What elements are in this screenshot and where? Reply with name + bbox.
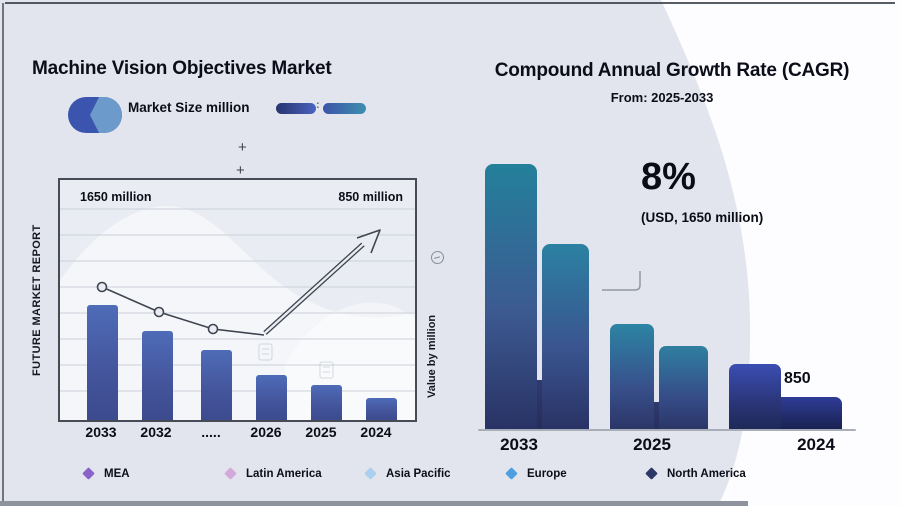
left-chart-plot-area: 1650 million 850 million [58, 178, 417, 422]
bottom-border-strip [0, 501, 748, 506]
ratio-pill-right-icon [323, 103, 366, 114]
diamond-icon [645, 467, 658, 480]
plus-icon: + [238, 139, 247, 156]
bar-group-bridge [537, 380, 542, 430]
legend-item-mea: MEA [82, 466, 130, 481]
trend-line-and-arrow [96, 229, 381, 336]
bar-value-850: 850 [784, 370, 811, 387]
x-label-2032: 2032 [140, 424, 172, 440]
right-chart-axis-line [478, 429, 856, 431]
market-size-legend-label: Market Size million [128, 100, 250, 115]
cagr-bar-2025-secondary [659, 346, 708, 430]
x-label-2024: 2024 [797, 435, 835, 454]
cagr-caption: (USD, 1650 million) [641, 210, 764, 225]
x-label-2033: 2033 [500, 435, 538, 454]
cagr-bar-2033-primary [485, 164, 537, 430]
diamond-icon [505, 467, 518, 480]
cagr-percentage: 8% [641, 156, 696, 198]
diamond-icon [364, 467, 377, 480]
ratio-pill-left-icon [276, 103, 316, 114]
bar-ellipsis [201, 350, 232, 420]
legend-item-latin-america: Latin America [224, 466, 322, 481]
bar-2024 [366, 398, 397, 420]
legend-label: Europe [527, 467, 567, 480]
bar-2032 [142, 331, 173, 420]
x-label-2025: 2025 [633, 435, 671, 454]
cagr-bar-2025-primary [610, 324, 654, 430]
right-chart-subtitle: From: 2025-2033 [610, 90, 714, 105]
cagr-bar-2024-primary [729, 364, 781, 430]
top-border-line [5, 2, 895, 4]
bar-group-bridge [654, 402, 659, 430]
diamond-icon [82, 467, 95, 480]
legend-item-north-america: North America [645, 466, 746, 481]
x-label-ellipsis: ..... [201, 424, 221, 440]
diamond-icon [224, 467, 237, 480]
bar-2025 [311, 385, 342, 420]
x-label-2025: 2025 [305, 424, 337, 440]
legend-label: North America [667, 467, 746, 480]
left-chart-end-value: 850 million [338, 190, 403, 204]
right-chart-y-axis-label: Value by million [426, 314, 438, 398]
bar-2026 [256, 375, 287, 420]
legend-item-europe: Europe [505, 466, 567, 481]
pill-facet [90, 97, 122, 133]
legend-label: Latin America [246, 467, 322, 480]
left-border-line [2, 3, 4, 502]
left-chart-start-value: 1650 million [80, 190, 152, 204]
left-chart-y-axis-label: FUTURE MARKET REPORT [31, 224, 43, 376]
plus-icon: + [236, 162, 245, 179]
left-chart-title: Machine Vision Objectives Market [32, 58, 332, 79]
x-label-2024: 2024 [360, 424, 392, 440]
x-label-2033: 2033 [85, 424, 117, 440]
legend-item-asia-pacific: Asia Pacific [364, 466, 451, 481]
right-chart-title: Compound Annual Growth Rate (CAGR) [494, 60, 850, 81]
legend-label: MEA [104, 467, 130, 480]
legend-label: Asia Pacific [386, 467, 451, 480]
ratio-separator: : [316, 99, 320, 111]
step-bracket-line [602, 271, 641, 291]
cagr-bar-2024-secondary [781, 397, 842, 430]
market-size-pill-icon [68, 97, 122, 133]
cagr-bar-2033-secondary [542, 244, 589, 430]
bar-2033 [87, 305, 118, 420]
x-label-2026: 2026 [250, 424, 282, 440]
